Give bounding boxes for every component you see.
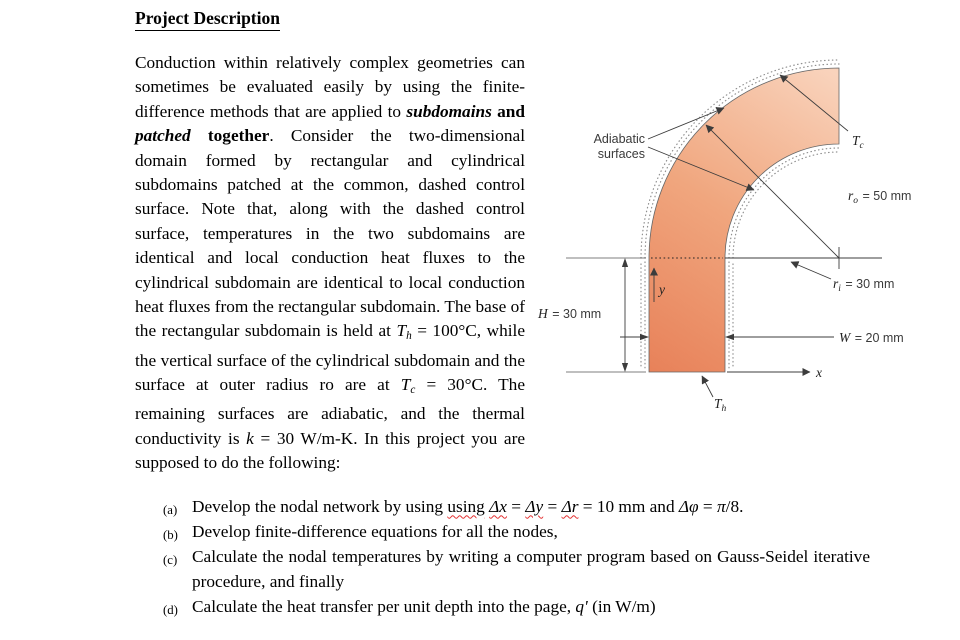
math-pi: π [717, 496, 726, 516]
item-label-c: (c) [163, 553, 178, 567]
label-th: Th [714, 396, 727, 414]
math-delta-y: Δy [525, 496, 544, 516]
document-content: Project Description Conduction within re… [135, 8, 870, 619]
leader-adiabatic-inner [647, 146, 755, 191]
math-delta-r: Δr [561, 496, 579, 516]
intro-paragraph: Conduction within relatively complex geo… [135, 51, 870, 476]
arrowhead [725, 333, 734, 341]
label-width: W = 20 mm [839, 330, 904, 345]
list-item-b: (b) Develop finite-difference equations f… [135, 519, 870, 544]
list-item-c: (c) Calculate the nodal temperatures by w… [163, 546, 870, 591]
emphasis-subdomains: subdomains [406, 101, 492, 121]
label-height: H = 30 mm [537, 306, 601, 321]
misspelled-using: using [447, 496, 485, 516]
label-adiabatic-1: Adiabatic [594, 132, 645, 146]
math-T-cold: T [400, 375, 411, 395]
domain-figure: Adiabatic surfaces Tc ro = 50 mm ri = 30… [530, 55, 955, 430]
item-label-d: (d) [163, 603, 178, 617]
figure-svg: Adiabatic surfaces Tc ro = 50 mm ri = 30… [537, 59, 911, 414]
elbow-domain-shape [648, 67, 840, 373]
label-y-axis: y [657, 282, 665, 297]
leader-adiabatic-outer [647, 107, 725, 140]
paragraph-text: Conduction within relatively complex geo… [135, 53, 525, 121]
leader-ri [790, 261, 832, 280]
math-q-prime: q' [575, 596, 588, 616]
arrowhead [640, 333, 649, 341]
item-label-a: (a) [163, 503, 178, 517]
leader-th [701, 375, 714, 398]
math-delta-phi: Δφ [678, 496, 699, 516]
label-inner-radius: ri = 30 mm [833, 276, 894, 294]
page-title: Project Description [135, 8, 280, 31]
stipple-inner-arc [732, 151, 840, 259]
list-item-a: (a) Develop the nodal network by using us… [135, 494, 870, 519]
title-row: Project Description [135, 8, 870, 31]
label-x-axis: x [815, 365, 822, 380]
math-k: k [246, 428, 254, 448]
item-label-b: (b) [163, 528, 178, 542]
label-tc: Tc [852, 133, 865, 151]
radius-ro-line [705, 124, 840, 259]
emphasis-patched: patched [135, 126, 191, 146]
math-T-hot: T [396, 321, 407, 341]
stipple-outer-arc [644, 63, 840, 259]
list-item-d: (d) Calculate the heat transfer per unit … [135, 594, 870, 619]
task-list: (a) Develop the nodal network by using us… [135, 494, 870, 619]
label-outer-radius: ro = 50 mm [848, 188, 911, 206]
leader-tc [779, 74, 849, 132]
label-adiabatic-2: surfaces [598, 147, 645, 161]
math-delta-x: Δx [489, 496, 507, 516]
arrowhead [621, 258, 629, 267]
arrowhead [621, 363, 629, 372]
